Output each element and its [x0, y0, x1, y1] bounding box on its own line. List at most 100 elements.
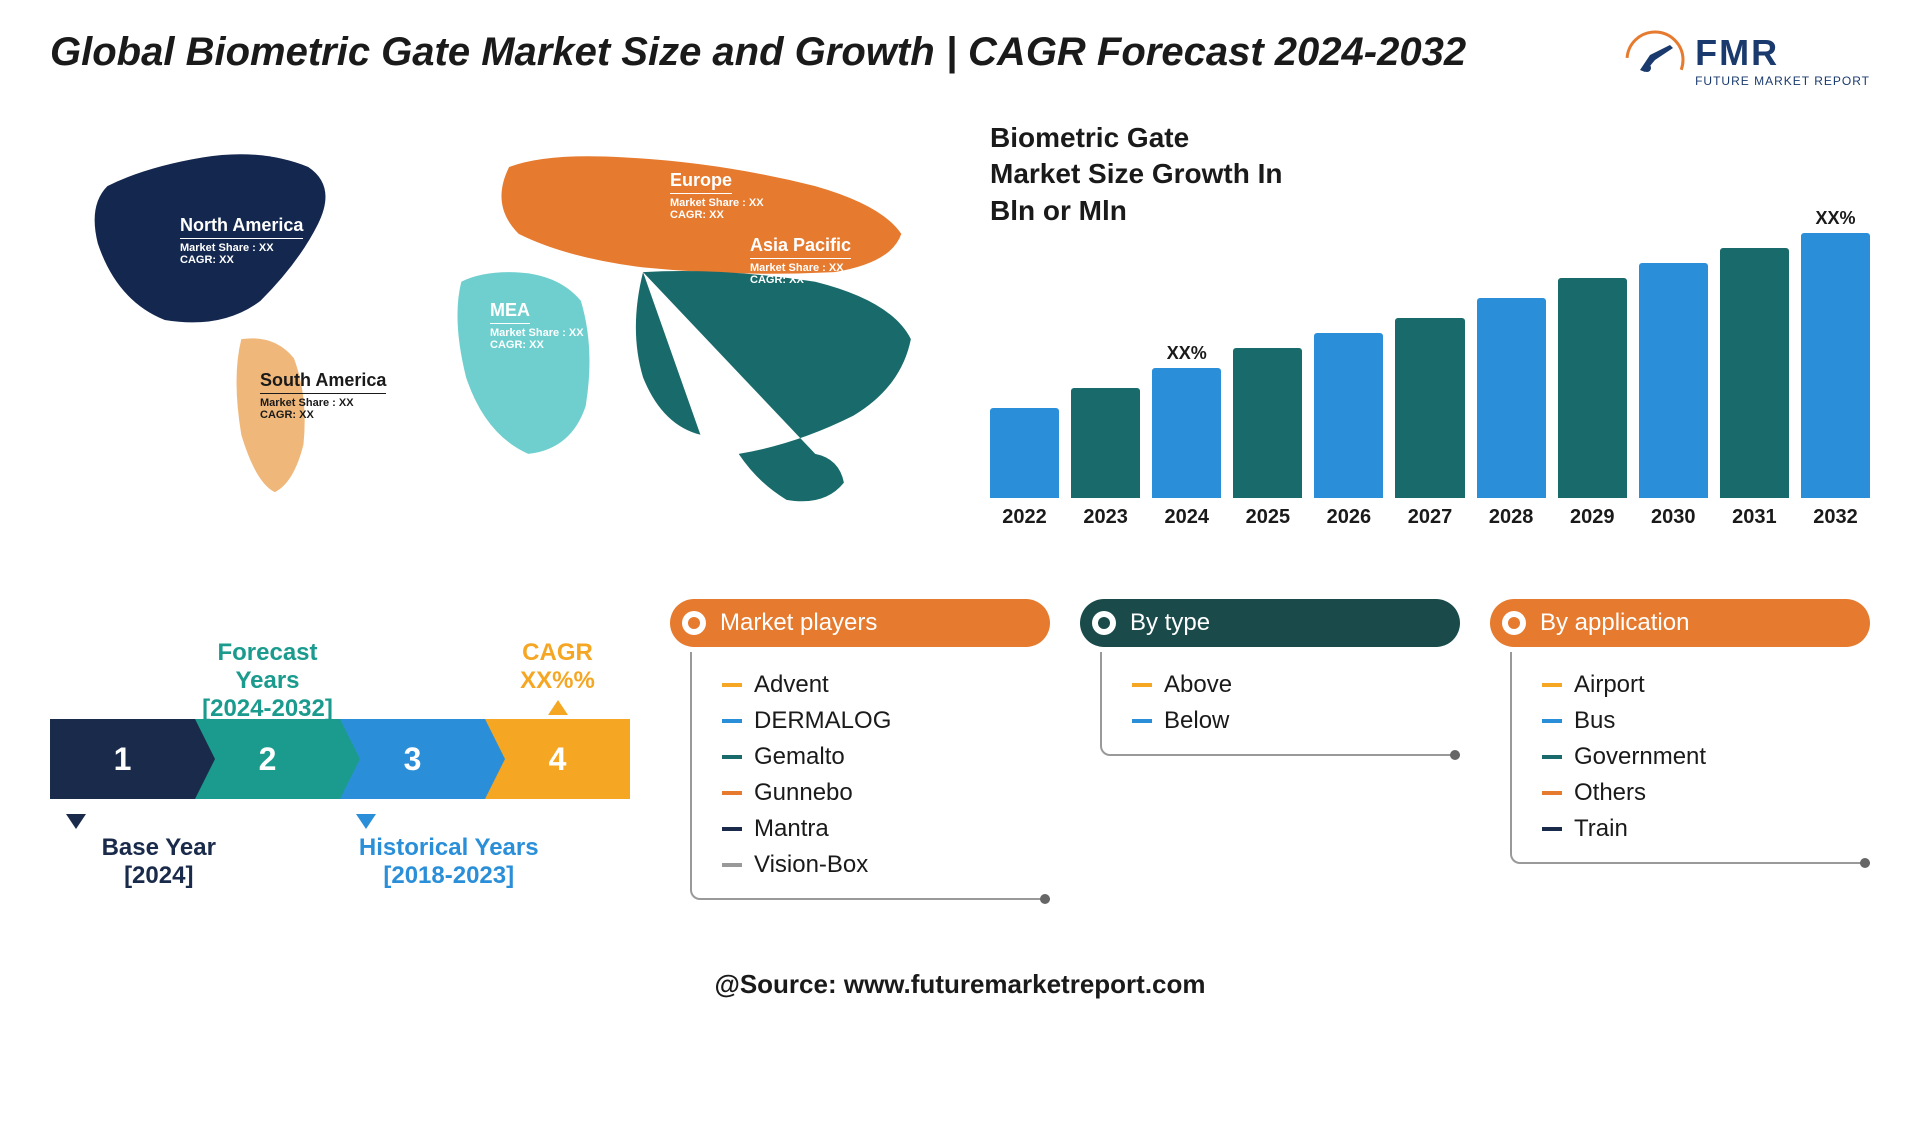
- bar-year-label: 2029: [1570, 506, 1615, 529]
- bottom-row: Forecast Years[2024-2032] CAGRXX%% 1.tim…: [50, 579, 1870, 909]
- bar-annotation: XX%: [1815, 208, 1855, 229]
- bar-2032: XX% 2032: [1801, 233, 1870, 529]
- category-item-label: Advent: [754, 671, 829, 699]
- header: Global Biometric Gate Market Size and Gr…: [50, 30, 1870, 90]
- timeline-seg-1: 1.timeline-seg:nth-child(1)::after{borde…: [50, 719, 195, 799]
- timeline-seg-4: 4.timeline-seg:nth-child(4)::after{borde…: [485, 719, 630, 799]
- category-item: Train: [1542, 811, 1870, 847]
- region-label-mea: MEA Market Share : XX CAGR: XX: [490, 300, 584, 351]
- bar-chart: 2022 2023 XX% 2024 2025 2026 2027 2028 2…: [990, 249, 1870, 529]
- category-item: Above: [1132, 667, 1460, 703]
- bar: [1152, 368, 1221, 498]
- logo-sub: FUTURE MARKET REPORT: [1695, 74, 1870, 88]
- category-item-label: Gemalto: [754, 743, 845, 771]
- tick-icon: [722, 863, 742, 867]
- bar: [990, 408, 1059, 498]
- category-item: DERMALOG: [722, 703, 1050, 739]
- tick-icon: [722, 719, 742, 723]
- bar-year-label: 2023: [1083, 506, 1128, 529]
- category-item-label: Gunnebo: [754, 779, 853, 807]
- region-label-south-america: South America Market Share : XX CAGR: XX: [260, 370, 386, 421]
- bar: [1477, 298, 1546, 498]
- bar: [1801, 233, 1870, 498]
- bar-2031: 2031: [1720, 248, 1789, 529]
- category-item-label: DERMALOG: [754, 707, 891, 735]
- logo: FMR FUTURE MARKET REPORT: [1625, 30, 1870, 90]
- tick-icon: [1132, 719, 1152, 723]
- bar-year-label: 2025: [1246, 506, 1291, 529]
- category-item-label: Others: [1574, 779, 1646, 807]
- bar-2027: 2027: [1395, 318, 1464, 529]
- tick-icon: [1542, 791, 1562, 795]
- page-title: Global Biometric Gate Market Size and Gr…: [50, 30, 1466, 75]
- bar: [1639, 263, 1708, 498]
- category-item: Below: [1132, 703, 1460, 739]
- bar-year-label: 2027: [1408, 506, 1453, 529]
- tick-icon: [1542, 683, 1562, 687]
- tick-icon: [1542, 719, 1562, 723]
- bar-2024: XX% 2024: [1152, 368, 1221, 529]
- region-label-asia-pacific: Asia Pacific Market Share : XX CAGR: XX: [750, 235, 851, 286]
- bar: [1720, 248, 1789, 498]
- bar-2030: 2030: [1639, 263, 1708, 529]
- category-by-type: By type Above Below: [1080, 599, 1460, 900]
- bar-year-label: 2031: [1732, 506, 1777, 529]
- bar-year-label: 2028: [1489, 506, 1534, 529]
- categories: Market players Advent DERMALOG Gemalto G…: [670, 579, 1870, 900]
- category-item: Gemalto: [722, 739, 1050, 775]
- timeline: Forecast Years[2024-2032] CAGRXX%% 1.tim…: [50, 579, 630, 909]
- category-item-label: Above: [1164, 671, 1232, 699]
- bar-2025: 2025: [1233, 348, 1302, 529]
- category-item: Others: [1542, 775, 1870, 811]
- top-row: North America Market Share : XX CAGR: XX…: [50, 120, 1870, 529]
- category-item: Gunnebo: [722, 775, 1050, 811]
- bar-year-label: 2022: [1002, 506, 1047, 529]
- bar-2022: 2022: [990, 408, 1059, 529]
- source-attribution: @Source: www.futuremarketreport.com: [50, 969, 1870, 1000]
- region-label-north-america: North America Market Share : XX CAGR: XX: [180, 215, 303, 266]
- bar: [1558, 278, 1627, 498]
- category-by-application: By application Airport Bus Government Ot…: [1490, 599, 1870, 900]
- bar-year-label: 2032: [1813, 506, 1858, 529]
- category-bracket: Advent DERMALOG Gemalto Gunnebo Mantra V…: [690, 652, 1050, 900]
- category-item: Airport: [1542, 667, 1870, 703]
- bar-chart-section: Biometric GateMarket Size Growth InBln o…: [970, 120, 1870, 529]
- telescope-icon: [1625, 30, 1685, 90]
- category-item: Vision-Box: [722, 847, 1050, 883]
- bar: [1314, 333, 1383, 498]
- tick-icon: [1542, 755, 1562, 759]
- bar-year-label: 2030: [1651, 506, 1696, 529]
- category-item-label: Bus: [1574, 707, 1615, 735]
- world-map: North America Market Share : XX CAGR: XX…: [50, 120, 930, 520]
- category-item-label: Train: [1574, 815, 1628, 843]
- category-item-label: Airport: [1574, 671, 1645, 699]
- timeline-bar: 1.timeline-seg:nth-child(1)::after{borde…: [50, 719, 630, 799]
- bar: [1395, 318, 1464, 498]
- bar-year-label: 2024: [1164, 506, 1209, 529]
- category-header: By type: [1080, 599, 1460, 647]
- tick-icon: [722, 791, 742, 795]
- timeline-label-base: Base Year[2024]: [50, 809, 268, 890]
- bar-2028: 2028: [1477, 298, 1546, 529]
- category-item-label: Below: [1164, 707, 1229, 735]
- tick-icon: [722, 755, 742, 759]
- tick-icon: [1542, 827, 1562, 831]
- tick-icon: [722, 827, 742, 831]
- category-item-label: Mantra: [754, 815, 829, 843]
- bar: [1233, 348, 1302, 498]
- bar: [1071, 388, 1140, 498]
- category-item-label: Vision-Box: [754, 851, 868, 879]
- category-item: Bus: [1542, 703, 1870, 739]
- timeline-seg-2: 2.timeline-seg:nth-child(2)::after{borde…: [195, 719, 340, 799]
- region-label-europe: Europe Market Share : XX CAGR: XX: [670, 170, 764, 221]
- bar-2023: 2023: [1071, 388, 1140, 529]
- bar-2026: 2026: [1314, 333, 1383, 529]
- timeline-seg-3: 3.timeline-seg:nth-child(3)::after{borde…: [340, 719, 485, 799]
- chart-title: Biometric GateMarket Size Growth InBln o…: [990, 120, 1870, 229]
- category-header: Market players: [670, 599, 1050, 647]
- category-item-label: Government: [1574, 743, 1706, 771]
- category-item: Advent: [722, 667, 1050, 703]
- bar-2029: 2029: [1558, 278, 1627, 529]
- bar-year-label: 2026: [1327, 506, 1372, 529]
- category-bracket: Airport Bus Government Others Train: [1510, 652, 1870, 864]
